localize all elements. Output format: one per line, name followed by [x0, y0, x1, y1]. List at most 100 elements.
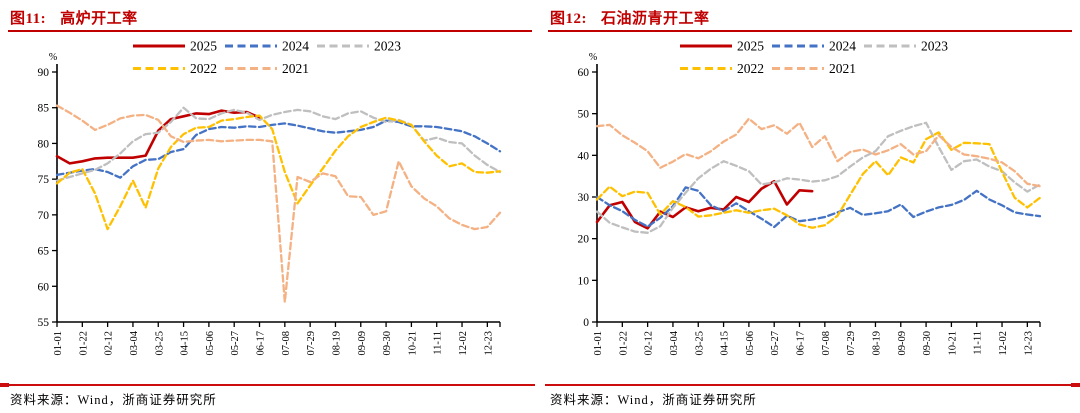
- y-axis-unit-label: %: [589, 52, 597, 63]
- series-2022-line: [595, 131, 1042, 229]
- x-tick-label: 09-09: [897, 331, 908, 356]
- legend-item-2021: 2021: [225, 61, 309, 76]
- legend-2025-label: 2025: [737, 39, 764, 54]
- x-tick-label: 01-01: [53, 331, 64, 356]
- series-2024-line: [55, 119, 502, 179]
- legend-2023-label: 2023: [921, 39, 948, 54]
- x-tick-label: 03-25: [694, 331, 705, 356]
- x-tick-label: 09-09: [357, 331, 368, 356]
- x-tick-label: 05-27: [230, 331, 241, 356]
- table-border-nub: [1071, 383, 1080, 387]
- legend-2021-label: 2021: [282, 61, 309, 76]
- figure-11-title: 图11: 高炉开工率: [10, 7, 138, 28]
- y-axis-unit-label: %: [49, 52, 57, 63]
- y-tick-label: 55: [38, 317, 50, 329]
- figure-11-blast-furnace: 图11: 高炉开工率 55 60 65 70 75 80 85 90% 01-01 01-22 02-…: [0, 7, 535, 407]
- x-tick-label: 12-02: [998, 331, 1009, 356]
- x-tick-label: 12-23: [1023, 331, 1034, 356]
- y-tick-label: 10: [578, 275, 590, 287]
- legend-item-2023: 2023: [864, 39, 948, 54]
- x-tick-label: 02-12: [104, 331, 115, 356]
- figure-12-source-rule: [545, 383, 1080, 387]
- legend-item-2024: 2024: [225, 39, 309, 54]
- legend-item-2022: 2022: [133, 61, 217, 76]
- series-2023-line: [55, 106, 502, 182]
- y-tick-label: 85: [38, 103, 50, 115]
- series-2025-line: [55, 109, 261, 165]
- y-tick-label: 80: [38, 138, 50, 150]
- y-tick-label: 60: [38, 281, 50, 293]
- series-2024-line: [595, 186, 1042, 229]
- legend-2022-label: 2022: [737, 61, 764, 76]
- x-tick-label: 07-29: [846, 331, 857, 356]
- y-tick-label: 75: [38, 174, 50, 186]
- legend-item-2023: 2023: [317, 39, 401, 54]
- legend-item-2024: 2024: [772, 39, 856, 54]
- figure-12-source-text: 资料来源：Wind，浙商证券研究所: [550, 393, 757, 407]
- x-tick-label: 06-17: [796, 331, 807, 356]
- x-tick-label: 03-04: [129, 330, 140, 355]
- legend-item-2021: 2021: [772, 61, 856, 76]
- legend-2025-label: 2025: [190, 39, 217, 54]
- x-tick-label: 05-27: [770, 331, 781, 356]
- x-tick-label: 10-21: [947, 331, 958, 356]
- y-tick-label: 30: [578, 192, 590, 204]
- y-tick-label: 70: [38, 210, 50, 222]
- x-tick-label: 06-17: [256, 331, 267, 356]
- y-tick-label: 65: [38, 246, 50, 258]
- x-tick-label: 07-08: [821, 331, 832, 356]
- x-tick-label: 11-11: [973, 331, 984, 355]
- legend-2023-label: 2023: [374, 39, 401, 54]
- x-tick-label: 01-22: [618, 331, 629, 356]
- series-2023-line: [595, 121, 1042, 234]
- legend-2021-label: 2021: [829, 61, 856, 76]
- y-tick-label: 50: [578, 109, 590, 121]
- legend-item-2022: 2022: [680, 61, 764, 76]
- x-tick-label: 12-02: [458, 331, 469, 356]
- x-tick-label: 11-11: [433, 331, 444, 355]
- y-tick-label: 0: [583, 317, 589, 329]
- y-tick-label: 20: [578, 234, 590, 246]
- x-tick-label: 08-19: [331, 331, 342, 356]
- series-2021-line: [595, 117, 1042, 188]
- figure-12-title-text: 石油沥青开工率: [601, 11, 710, 27]
- legend-item-2025: 2025: [133, 39, 217, 54]
- x-tick-label: 03-04: [669, 330, 680, 355]
- figure-12-asphalt: 图12: 石油沥青开工率 0 10 20 30 40 50 60% 01-01 01-22 02-1…: [540, 0, 1080, 413]
- series-2022-line: [55, 114, 502, 231]
- x-tick-label: 05-06: [745, 331, 756, 356]
- x-tick-label: 08-19: [871, 331, 882, 356]
- x-tick-label: 01-01: [593, 331, 604, 356]
- figure-12-title-rule: [548, 30, 1072, 32]
- y-tick-label: 60: [578, 67, 590, 79]
- legend-2024-label: 2024: [282, 39, 309, 54]
- x-tick-label: 10-21: [407, 331, 418, 356]
- blast-furnace-operating-rate-chart: 55 60 65 70 75 80 85 90% 01-01 01-22 02-12 03-04 03-…: [38, 39, 502, 356]
- x-tick-label: 02-12: [644, 331, 655, 356]
- x-tick-label: 12-23: [483, 331, 494, 356]
- x-tick-label: 07-08: [281, 331, 292, 356]
- x-tick-label: 09-30: [382, 331, 393, 356]
- x-tick-label: 04-15: [720, 331, 731, 356]
- figure-11-source-rule: [0, 383, 535, 387]
- y-tick-label: 90: [38, 67, 50, 79]
- figure-12-label: 图12:: [550, 11, 587, 27]
- table-border-nub: [0, 383, 9, 387]
- asphalt-operating-rate-chart: 0 10 20 30 40 50 60% 01-01 01-22 02-12 03-04 03-25 0…: [578, 39, 1042, 356]
- figure-12-title: 图12: 石油沥青开工率: [550, 7, 710, 28]
- x-tick-label: 04-15: [180, 331, 191, 356]
- figure-11-title-text: 高炉开工率: [60, 11, 138, 27]
- x-tick-label: 05-06: [205, 331, 216, 356]
- y-tick-label: 40: [578, 150, 590, 162]
- series-2021-line: [55, 104, 502, 304]
- x-tick-label: 07-29: [306, 331, 317, 356]
- x-tick-label: 09-30: [922, 331, 933, 356]
- legend-item-2025: 2025: [680, 39, 764, 54]
- figure-11-source-text: 资料来源：Wind，浙商证券研究所: [10, 393, 217, 407]
- legend-2024-label: 2024: [829, 39, 856, 54]
- figure-11-title-rule: [8, 30, 532, 32]
- x-tick-label: 03-25: [154, 331, 165, 356]
- figure-11-label: 图11:: [10, 11, 47, 27]
- x-tick-label: 01-22: [78, 331, 89, 356]
